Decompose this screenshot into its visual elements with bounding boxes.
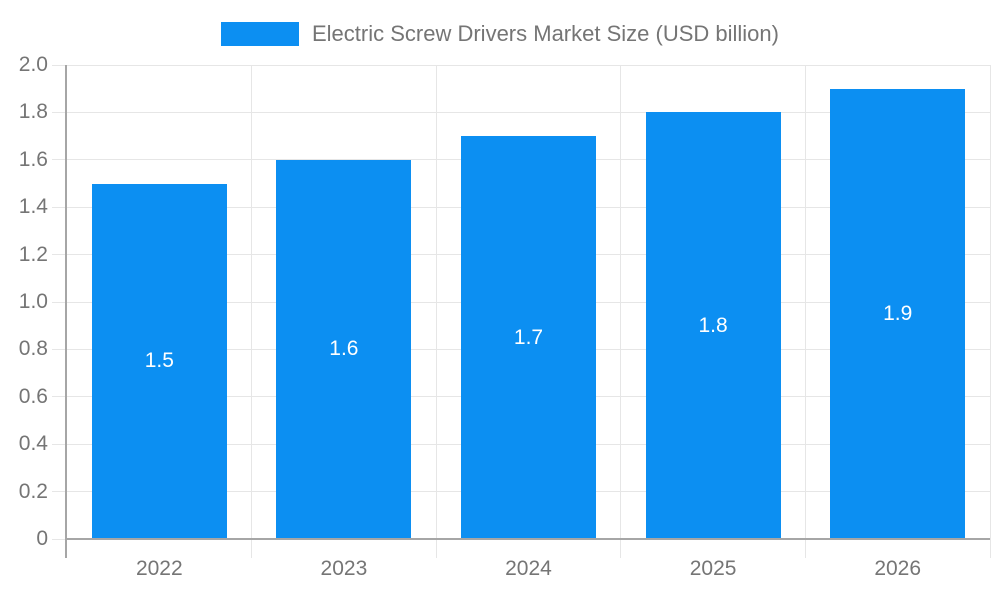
y-axis-tick-label: 0.8 xyxy=(18,337,48,361)
x-axis-tick-label: 2023 xyxy=(320,557,368,580)
gridline-y xyxy=(52,64,990,66)
chart-legend: Electric Screw Drivers Market Size (USD … xyxy=(0,18,1000,50)
x-axis-tick-label: 2024 xyxy=(505,557,552,580)
bar-2024 xyxy=(461,136,596,539)
y-axis-tick-label: 0.2 xyxy=(18,479,48,503)
y-axis-tick-label: 2.0 xyxy=(18,53,48,76)
bar-value-label: 1.9 xyxy=(883,301,913,325)
bar-2026 xyxy=(830,88,966,539)
y-axis-tick-label: 1.2 xyxy=(18,242,48,266)
bar-value-label: 1.6 xyxy=(329,337,359,361)
bar-2022 xyxy=(91,183,227,539)
bar-2025 xyxy=(645,112,781,539)
y-axis-tick-label: 0.6 xyxy=(18,384,48,408)
x-axis-line xyxy=(65,538,990,540)
bar-value-label: 1.7 xyxy=(513,325,544,349)
axis-tick-y xyxy=(52,538,67,540)
bar-2023 xyxy=(276,159,412,539)
x-axis-tick-label: 2025 xyxy=(689,557,737,580)
gridline-x xyxy=(435,65,437,558)
y-axis-tick-label: 0 xyxy=(36,527,48,550)
gridline-y xyxy=(52,111,990,113)
y-axis-tick-label: 1.6 xyxy=(18,147,48,171)
gridline-x xyxy=(989,65,991,558)
gridline-x xyxy=(620,65,622,558)
x-axis-tick-label: 2022 xyxy=(135,557,183,580)
gridline-x xyxy=(251,65,253,558)
x-axis-tick-label: 2026 xyxy=(874,557,922,580)
gridline-x xyxy=(804,65,806,558)
y-axis-tick-label: 1.4 xyxy=(18,195,48,219)
bar-value-label: 1.8 xyxy=(698,313,728,337)
y-axis-tick-label: 1.8 xyxy=(18,100,48,124)
legend-swatch-icon xyxy=(221,22,299,46)
y-axis-tick-label: 0.4 xyxy=(18,432,48,456)
chart-title: Electric Screw Drivers Market Size (USD … xyxy=(312,21,779,46)
y-axis-line xyxy=(65,65,67,558)
bar-value-label: 1.5 xyxy=(144,349,174,373)
y-axis-tick-label: 1.0 xyxy=(18,290,48,313)
